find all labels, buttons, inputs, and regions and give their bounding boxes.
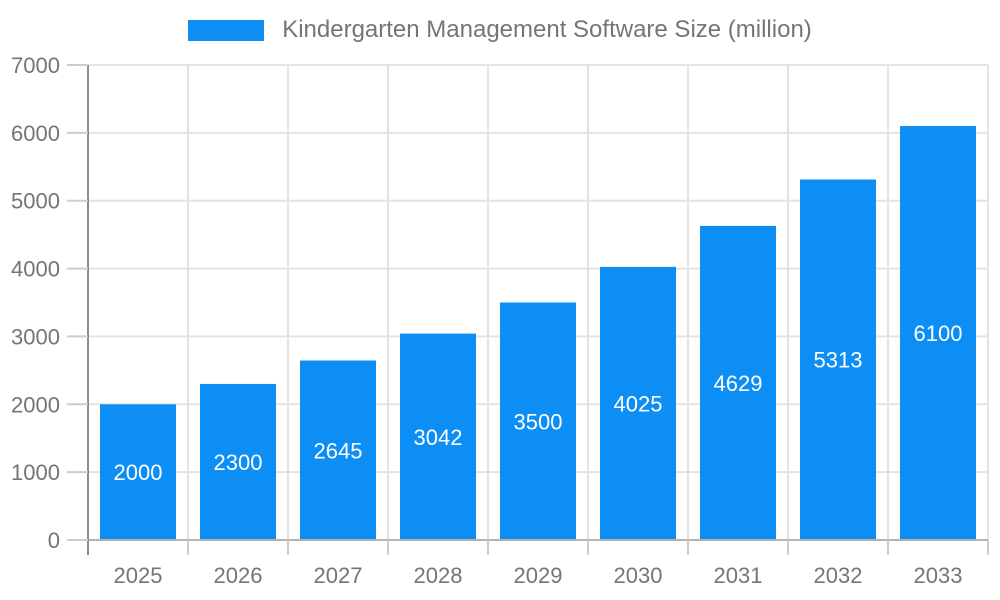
y-tick-label: 4000 — [11, 257, 60, 282]
bar[interactable] — [200, 383, 276, 540]
x-tick-label: 2025 — [114, 563, 163, 588]
bar[interactable] — [100, 404, 176, 540]
y-tick-label: 5000 — [11, 189, 60, 214]
legend-swatch-icon — [188, 19, 265, 41]
bar[interactable] — [400, 333, 476, 540]
bar-value-label: 3500 — [514, 409, 563, 434]
y-tick-label: 0 — [48, 528, 60, 553]
bar[interactable] — [700, 225, 776, 540]
x-tick-label: 2030 — [614, 563, 663, 588]
x-tick-label: 2026 — [214, 563, 263, 588]
y-tick-label: 7000 — [11, 53, 60, 78]
bar[interactable] — [500, 302, 576, 541]
bar-value-label: 4025 — [614, 391, 663, 416]
x-tick-label: 2032 — [814, 563, 863, 588]
bar[interactable] — [800, 179, 876, 540]
y-tick-label: 6000 — [11, 121, 60, 146]
x-tick-label: 2027 — [314, 563, 363, 588]
y-tick-label: 3000 — [11, 324, 60, 349]
y-tick-label: 1000 — [11, 460, 60, 485]
legend-item-series[interactable]: Kindergarten Management Software Size (m… — [188, 16, 812, 44]
x-tick-label: 2031 — [714, 563, 763, 588]
bar-value-label: 6100 — [914, 321, 963, 346]
bar-value-label: 3042 — [414, 425, 463, 450]
y-tick-label: 2000 — [11, 392, 60, 417]
bar[interactable] — [600, 266, 676, 540]
x-tick-label: 2033 — [914, 563, 963, 588]
bar[interactable] — [300, 360, 376, 540]
bar[interactable] — [900, 126, 976, 541]
legend-label: Kindergarten Management Software Size (m… — [282, 16, 812, 43]
x-tick-label: 2029 — [514, 563, 563, 588]
bar-value-label: 2645 — [314, 438, 363, 463]
bar-value-label: 2300 — [214, 450, 263, 475]
bar-value-label: 2000 — [114, 460, 163, 485]
x-tick-label: 2028 — [414, 563, 463, 588]
chart-legend: Kindergarten Management Software Size (m… — [0, 16, 1000, 44]
bar-value-label: 5313 — [814, 348, 863, 373]
bar-value-label: 4629 — [714, 371, 763, 396]
